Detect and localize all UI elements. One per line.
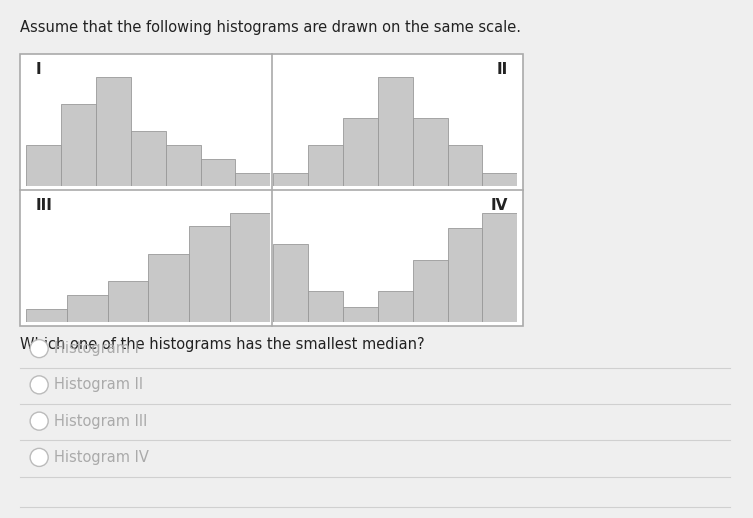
Bar	[166, 145, 200, 186]
Bar	[413, 118, 447, 186]
Bar	[308, 291, 343, 322]
Bar	[447, 228, 483, 322]
Text: II: II	[496, 62, 508, 77]
Text: Assume that the following histograms are drawn on the same scale.: Assume that the following histograms are…	[20, 20, 521, 35]
Bar	[148, 254, 189, 322]
Bar	[343, 307, 378, 322]
Text: I: I	[36, 62, 41, 77]
Text: Histogram III: Histogram III	[54, 414, 148, 428]
Bar	[189, 226, 230, 322]
Text: Histogram I: Histogram I	[54, 341, 139, 356]
Bar	[378, 291, 413, 322]
Text: Histogram II: Histogram II	[54, 378, 143, 392]
Bar	[61, 104, 96, 186]
Bar	[26, 309, 67, 322]
Bar	[67, 295, 108, 322]
Bar	[230, 213, 270, 322]
Bar	[308, 145, 343, 186]
Bar	[273, 244, 308, 322]
Bar	[378, 77, 413, 186]
Bar	[447, 145, 483, 186]
Bar	[236, 172, 270, 186]
Bar	[96, 77, 131, 186]
Bar	[200, 159, 236, 186]
Text: IV: IV	[490, 198, 508, 213]
Text: III: III	[36, 198, 53, 213]
Bar	[273, 172, 308, 186]
Bar	[483, 213, 517, 322]
Text: Histogram IV: Histogram IV	[54, 450, 149, 465]
Bar	[483, 172, 517, 186]
Text: Which one of the histograms has the smallest median?: Which one of the histograms has the smal…	[20, 337, 425, 352]
Bar	[131, 132, 166, 186]
Bar	[343, 118, 378, 186]
Bar	[413, 260, 447, 322]
Bar	[26, 145, 61, 186]
Bar	[108, 281, 148, 322]
